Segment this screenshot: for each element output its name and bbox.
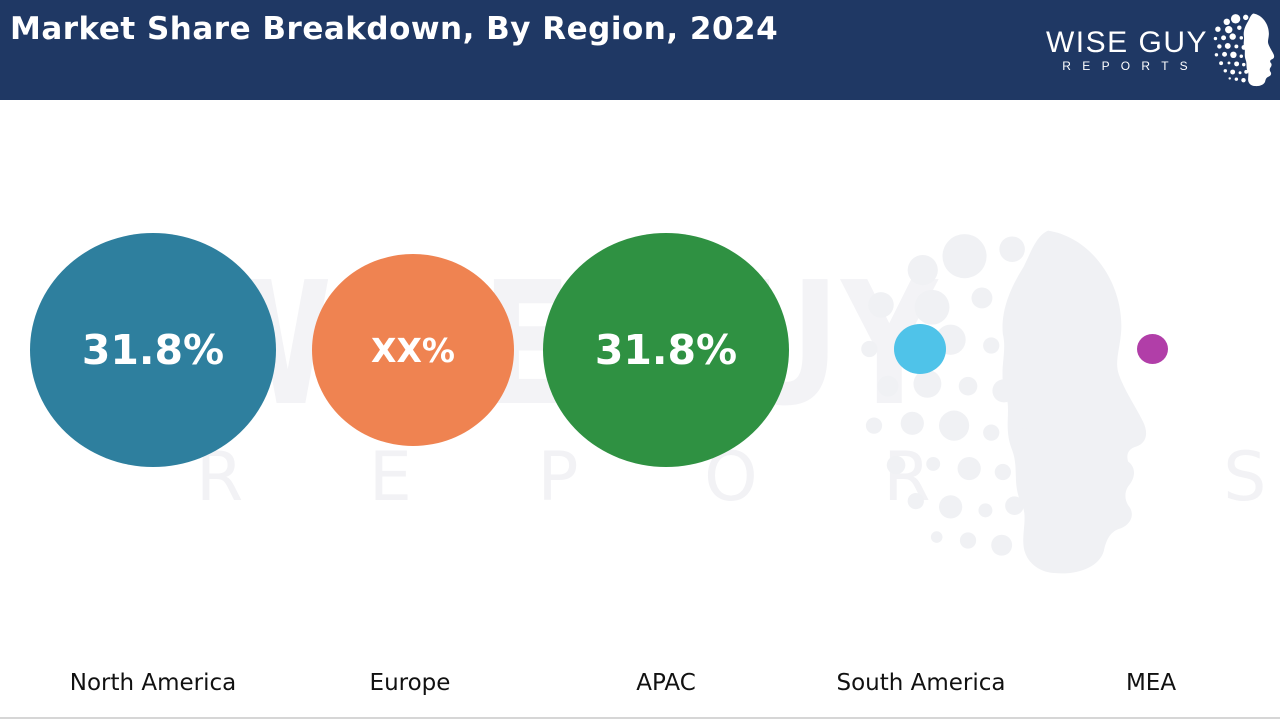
bubble-north-america: 31.8%: [30, 233, 276, 467]
header-bar: Market Share Breakdown, By Region, 2024 …: [0, 0, 1280, 100]
logo-head-icon: [1212, 12, 1276, 88]
category-label-europe: Europe: [369, 670, 451, 696]
bubble-south-america: [894, 324, 946, 374]
bubble-europe: XX%: [312, 254, 514, 446]
bubble-apac: 31.8%: [543, 233, 789, 467]
category-label-apac: APAC: [636, 670, 696, 696]
logo-text: WISE GUY R E P O R T S: [1046, 26, 1208, 73]
wise-guy-reports-logo: WISE GUY R E P O R T S: [1046, 4, 1276, 96]
watermark-subtitle: R E P O R T S: [196, 438, 1280, 517]
page-title: Market Share Breakdown, By Region, 2024: [10, 11, 779, 47]
bubble-value-north-america: 31.8%: [81, 326, 225, 374]
bubble-value-europe: XX%: [371, 330, 455, 370]
logo-wordmark: WISE GUY: [1045, 26, 1208, 60]
category-label-north-america: North America: [69, 670, 237, 696]
logo-subtitle: R E P O R T S: [1062, 59, 1192, 74]
category-label-south-america: South America: [836, 670, 1006, 696]
bottom-divider-line: [0, 717, 1280, 719]
bubble-value-apac: 31.8%: [594, 326, 738, 374]
category-label-mea: MEA: [1125, 670, 1177, 696]
chart-area: WISE GUY R E P O R T S 31.8% XX% 31.8% N…: [0, 100, 1280, 720]
watermark-head-icon: [853, 226, 1155, 580]
bubble-mea: [1137, 334, 1168, 364]
